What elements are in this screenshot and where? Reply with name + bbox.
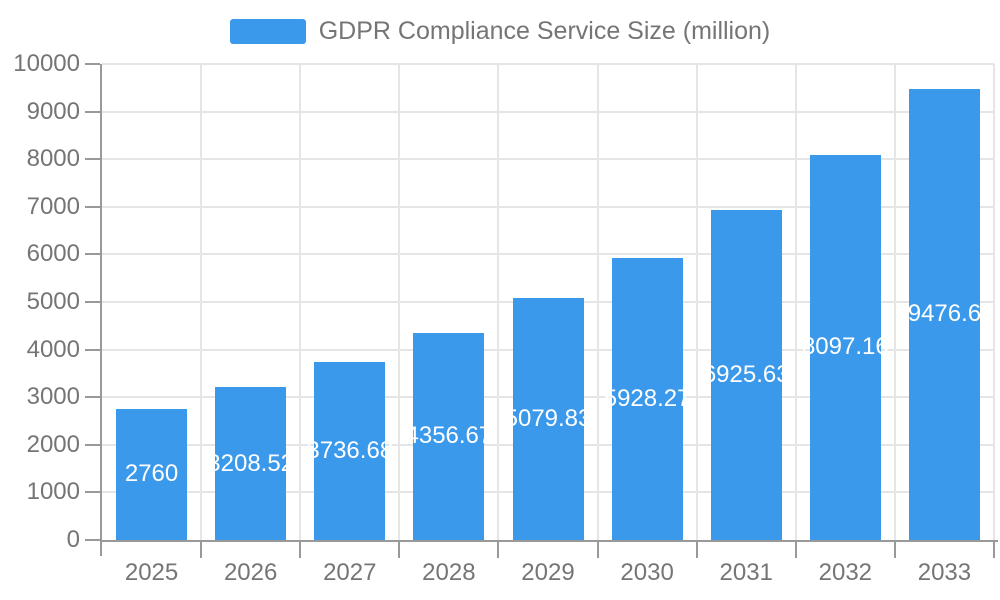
x-axis-tick-label: 2033: [917, 559, 972, 586]
legend-swatch-icon: [229, 19, 306, 44]
gridline-vertical: [794, 64, 797, 540]
y-axis-tick-label: 2000: [26, 430, 80, 458]
x-axis-tick: [200, 542, 203, 558]
y-axis-tick-label: 7000: [26, 192, 80, 220]
x-axis-tick: [893, 542, 896, 558]
x-axis-tick-label: 2027: [323, 559, 377, 586]
bar-value-label: 6925.63: [702, 361, 790, 389]
x-axis-tick-label: 2030: [620, 559, 674, 586]
gridline-vertical: [695, 64, 698, 540]
bar[interactable]: [809, 154, 881, 540]
gridline-horizontal: [102, 110, 994, 113]
y-axis-tick: [85, 63, 100, 65]
bar-value-label: 5928.27: [603, 384, 691, 412]
x-axis-tick-label: 2025: [124, 559, 179, 586]
bar[interactable]: [908, 88, 980, 540]
gridline-horizontal: [102, 253, 994, 256]
bar[interactable]: [710, 210, 782, 540]
gridline-horizontal: [102, 205, 994, 208]
bar-value-label: 3208.52: [207, 449, 295, 477]
bar[interactable]: [413, 332, 485, 540]
gridline-vertical: [993, 64, 995, 540]
y-axis-tick: [85, 301, 100, 303]
y-axis-tick: [85, 205, 100, 208]
y-axis-tick-label: 9000: [26, 97, 80, 125]
bar[interactable]: [215, 387, 287, 540]
bar[interactable]: [512, 298, 584, 540]
x-axis-tick: [993, 542, 995, 558]
y-axis-tick: [85, 491, 100, 494]
y-axis-tick-label: 1000: [26, 478, 80, 506]
bar-value-label: 9476.6: [907, 300, 982, 328]
gridline-vertical: [893, 64, 896, 540]
y-axis-tick: [85, 539, 100, 541]
x-axis-tick-label: 2026: [223, 559, 278, 586]
x-axis-tick: [596, 542, 599, 558]
x-axis-tick-label: 2032: [818, 559, 873, 586]
gridline-vertical: [299, 64, 302, 540]
bar-value-label: 4356.67: [405, 422, 493, 450]
x-axis-tick: [497, 542, 500, 558]
x-axis-line: [100, 540, 998, 542]
y-axis-line: [100, 64, 102, 556]
plot-area: 2760 3208.52 3736.68 4356.67 5079.83 5928.27 6…: [102, 63, 995, 540]
y-axis-tick: [85, 443, 100, 446]
bar-value-label: 5079.83: [504, 405, 592, 433]
y-axis-tick-label: 4000: [26, 335, 80, 363]
y-axis-tick: [85, 348, 100, 351]
bar-value-label: 2760: [124, 460, 179, 488]
gridline-vertical: [497, 64, 500, 540]
y-axis-tick-label: 10000: [13, 50, 80, 77]
bar[interactable]: [611, 257, 683, 540]
y-axis-tick-label: 5000: [26, 288, 80, 315]
x-axis-tick: [794, 542, 797, 558]
y-axis-tick: [85, 253, 100, 256]
bar-value-label: 8097.16: [801, 333, 889, 361]
y-axis-tick: [85, 396, 100, 399]
y-axis-tick-label: 3000: [26, 383, 80, 411]
bar[interactable]: [314, 362, 386, 540]
gridline-vertical: [596, 64, 599, 540]
x-axis-tick-label: 2029: [521, 559, 575, 586]
legend-label: GDPR Compliance Service Size (million): [318, 17, 771, 45]
gridline-vertical: [398, 64, 401, 540]
x-axis-tick-label: 2028: [422, 559, 476, 586]
x-axis-tick: [299, 542, 302, 558]
x-axis-tick-label: 2031: [719, 559, 773, 586]
gridline-horizontal: [102, 63, 994, 65]
x-axis-tick: [398, 542, 401, 558]
legend-item[interactable]: GDPR Compliance Service Size (million): [0, 18, 1000, 45]
bar[interactable]: [116, 408, 188, 540]
x-axis-tick: [695, 542, 698, 558]
y-axis-tick-label: 8000: [26, 145, 80, 173]
y-axis-tick-label: 0: [66, 526, 80, 553]
gridline-horizontal: [102, 158, 994, 161]
y-axis-tick-label: 6000: [26, 240, 80, 268]
y-axis-tick: [85, 158, 100, 161]
bar-value-label: 3736.68: [306, 437, 394, 465]
y-axis-tick: [85, 110, 100, 113]
gridline-vertical: [200, 64, 203, 540]
